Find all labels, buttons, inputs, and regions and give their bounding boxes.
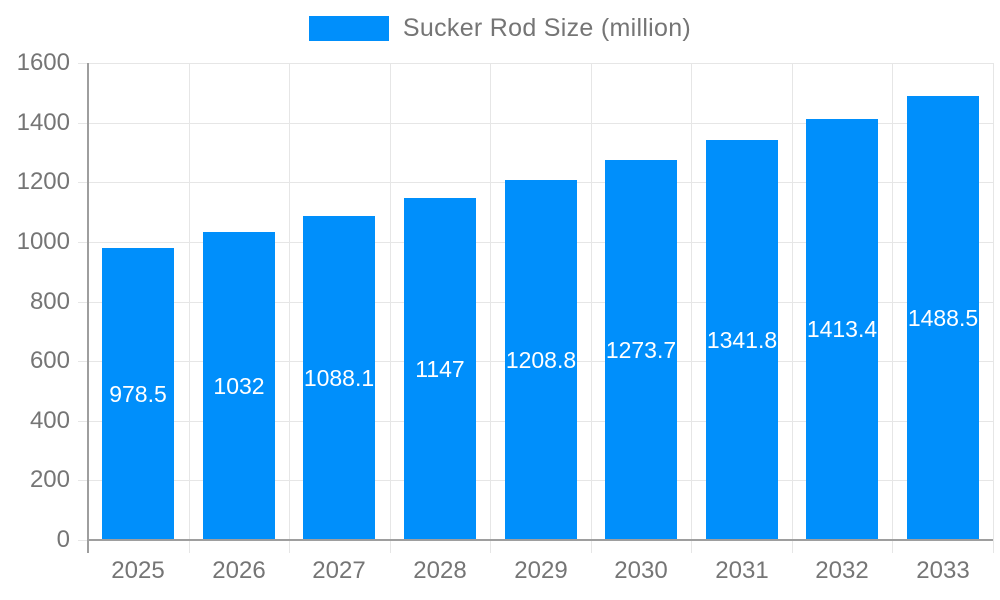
gridline-vertical [892,63,893,553]
x-axis-tick-label: 2032 [815,557,869,584]
gridline-vertical [993,63,994,553]
x-axis-tick-label: 2026 [212,557,266,584]
x-axis-tick-label: 2030 [614,557,668,584]
gridline-vertical [792,63,793,553]
x-axis-tick-label: 2031 [715,557,769,584]
gridline-vertical [289,63,290,553]
x-axis-tick-label: 2027 [312,557,366,584]
bar[interactable] [303,216,375,540]
legend-swatch [308,16,389,41]
y-axis-tick-label: 1600 [16,49,70,76]
gridline-vertical [189,63,190,553]
bar[interactable] [203,232,275,540]
gridline-vertical [490,63,491,553]
bar[interactable] [605,160,677,540]
bar[interactable] [907,96,979,540]
x-axis-tick-label: 2028 [413,557,467,584]
bar[interactable] [505,180,577,540]
bar[interactable] [102,248,174,540]
gridline-vertical [390,63,391,553]
y-axis-tick-label: 600 [29,347,70,374]
bar[interactable] [404,198,476,540]
bar[interactable] [706,140,778,540]
y-axis-tick-label: 1000 [16,228,70,255]
x-axis-tick-label: 2029 [514,557,568,584]
x-axis-line [87,539,993,541]
y-axis-tick-label: 200 [29,466,70,493]
gridline-vertical [591,63,592,553]
x-axis-tick-label: 2033 [916,557,970,584]
y-axis-tick-label: 1400 [16,109,70,136]
y-axis-tick-label: 1200 [16,168,70,195]
x-axis-tick-label: 2025 [111,557,165,584]
gridline-horizontal [78,63,993,64]
legend[interactable]: Sucker Rod Size (million) [0,14,1000,43]
y-axis-line [87,63,89,553]
y-axis-tick-label: 400 [29,407,70,434]
legend-label: Sucker Rod Size (million) [402,14,692,42]
gridline-horizontal [78,123,993,124]
y-axis-tick-label: 800 [29,288,70,315]
bar[interactable] [806,119,878,540]
gridline-vertical [691,63,692,553]
y-axis-tick-label: 0 [56,526,70,553]
